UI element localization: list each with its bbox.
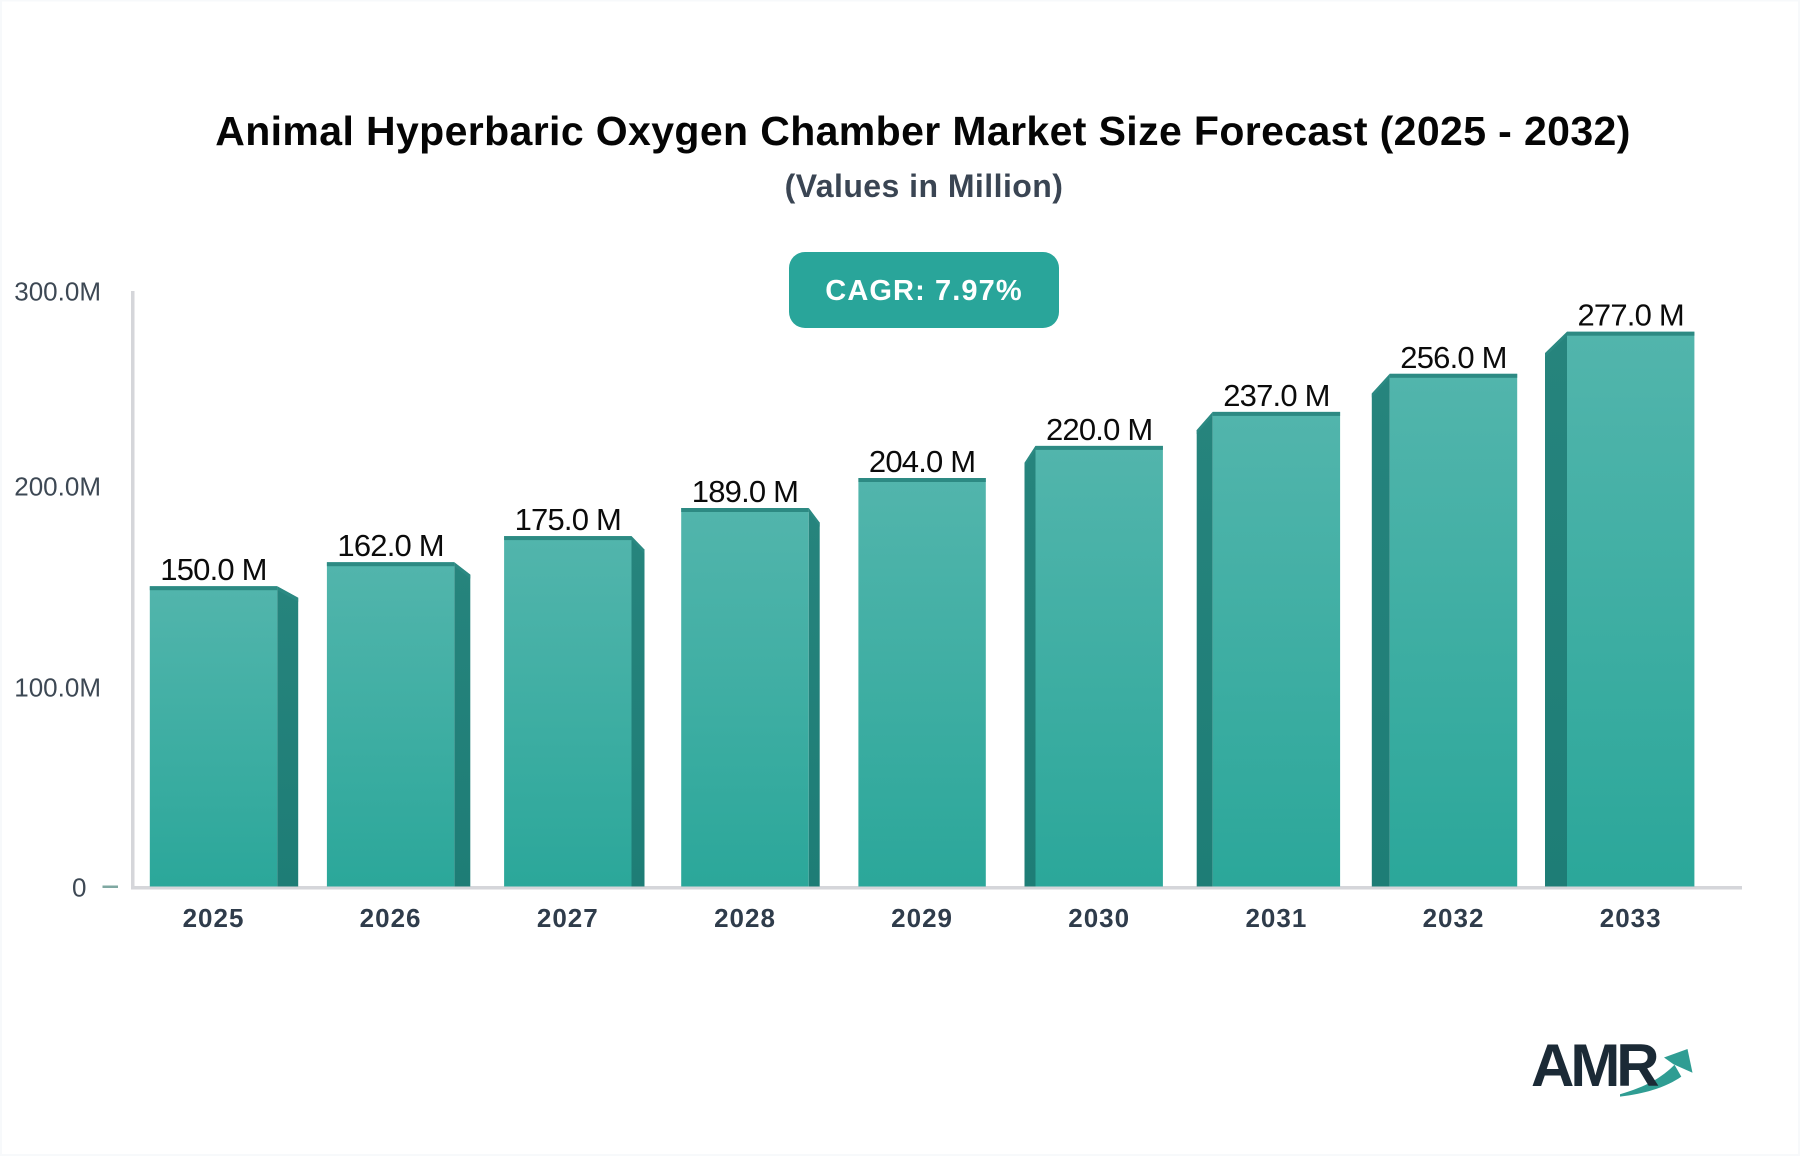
svg-text:189.0 M: 189.0 M [692, 474, 798, 509]
svg-text:204.0 M: 204.0 M [869, 444, 975, 479]
svg-text:0: 0 [72, 873, 86, 903]
svg-text:2025: 2025 [183, 903, 245, 933]
svg-text:2032: 2032 [1423, 903, 1485, 933]
svg-text:AMR: AMR [1531, 1032, 1659, 1099]
svg-text:CAGR: 7.97%: CAGR: 7.97% [825, 275, 1022, 307]
svg-text:2030: 2030 [1068, 903, 1130, 933]
svg-text:2029: 2029 [891, 903, 953, 933]
svg-text:2033: 2033 [1600, 903, 1662, 933]
svg-text:237.0 M: 237.0 M [1223, 378, 1329, 413]
svg-text:2031: 2031 [1245, 903, 1307, 933]
svg-text:162.0 M: 162.0 M [337, 528, 443, 563]
svg-text:100.0M: 100.0M [14, 673, 101, 703]
svg-text:(Values in Million): (Values in Million) [785, 168, 1064, 204]
svg-text:2027: 2027 [537, 903, 599, 933]
svg-text:Animal Hyperbaric Oxygen Chamb: Animal Hyperbaric Oxygen Chamber Market … [215, 108, 1630, 154]
svg-text:277.0 M: 277.0 M [1577, 298, 1683, 333]
svg-text:150.0 M: 150.0 M [160, 552, 266, 587]
svg-text:256.0 M: 256.0 M [1400, 340, 1506, 375]
svg-text:220.0 M: 220.0 M [1046, 412, 1152, 447]
svg-text:175.0 M: 175.0 M [515, 502, 621, 537]
svg-text:2026: 2026 [360, 903, 422, 933]
svg-text:2028: 2028 [714, 903, 776, 933]
svg-text:300.0M: 300.0M [14, 277, 101, 307]
svg-text:200.0M: 200.0M [14, 472, 101, 502]
